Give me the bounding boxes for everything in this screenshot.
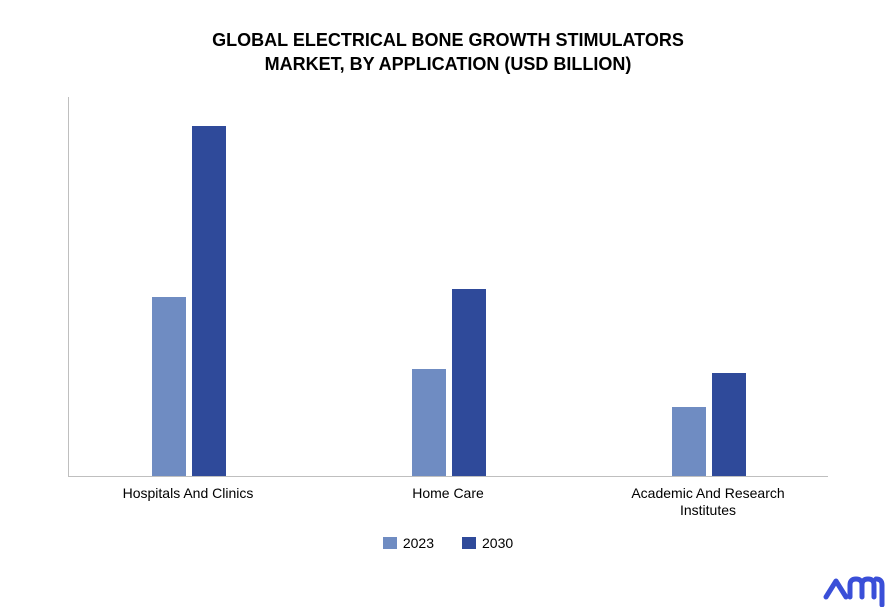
- bar-group: [412, 289, 486, 475]
- legend-swatch: [383, 537, 397, 549]
- bar-group: [672, 373, 746, 476]
- bar: [452, 289, 486, 475]
- chart-title: GLOBAL ELECTRICAL BONE GROWTH STIMULATOR…: [138, 28, 758, 77]
- x-axis-label: Academic And ResearchInstitutes: [598, 485, 818, 520]
- legend: 2023 2030: [68, 535, 828, 551]
- logo-tail-icon: [876, 579, 882, 605]
- legend-item: 2023: [383, 535, 434, 551]
- legend-label: 2023: [403, 535, 434, 551]
- plot-area: [68, 97, 828, 477]
- x-axis-label: Hospitals And Clinics: [78, 485, 298, 503]
- legend-label: 2030: [482, 535, 513, 551]
- legend-item: 2030: [462, 535, 513, 551]
- bar-group: [152, 126, 226, 476]
- title-line-2: MARKET, BY APPLICATION (USD BILLION): [265, 54, 632, 74]
- bar: [152, 297, 186, 476]
- brand-logo: [822, 567, 886, 607]
- bar: [192, 126, 226, 476]
- x-axis-label: Home Care: [338, 485, 558, 503]
- bar: [672, 407, 706, 475]
- logo-v-icon: [826, 581, 846, 597]
- legend-swatch: [462, 537, 476, 549]
- bar: [712, 373, 746, 476]
- chart-container: GLOBAL ELECTRICAL BONE GROWTH STIMULATOR…: [0, 0, 896, 613]
- x-axis-labels: Hospitals And Clinics Home Care Academic A…: [68, 485, 828, 529]
- logo-m-icon: [850, 579, 874, 597]
- bar: [412, 369, 446, 475]
- title-line-1: GLOBAL ELECTRICAL BONE GROWTH STIMULATOR…: [212, 30, 684, 50]
